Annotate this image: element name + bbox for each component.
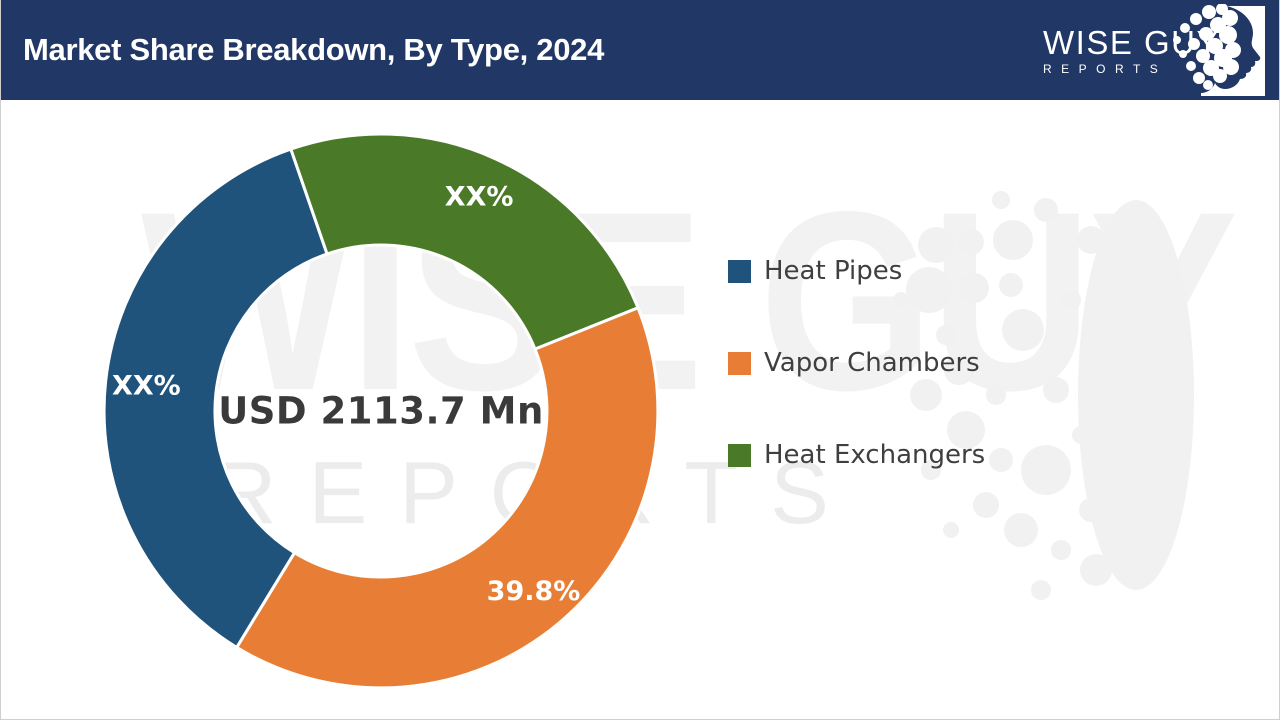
header-bar: Market Share Breakdown, By Type, 2024 WI… xyxy=(1,0,1279,100)
segment-label-heat-exchangers: XX% xyxy=(445,181,514,212)
watermark-face-dots xyxy=(893,191,1194,600)
page-title: Market Share Breakdown, By Type, 2024 xyxy=(23,32,605,67)
face-profile-icon xyxy=(1173,4,1265,96)
legend-item-heat-exchangers: Heat Exchangers xyxy=(728,440,985,470)
chart-legend: Heat Pipes Vapor Chambers Heat Exchanger… xyxy=(728,256,985,532)
legend-item-heat-pipes: Heat Pipes xyxy=(728,256,985,286)
legend-swatch-heat-exchangers xyxy=(728,443,751,467)
brand-logo: WISE GUY REPORTS xyxy=(1015,4,1265,96)
legend-label-heat-exchangers: Heat Exchangers xyxy=(764,440,986,470)
brand-subname: REPORTS xyxy=(1043,62,1168,76)
donut-segment-heat-exchangers xyxy=(289,132,640,351)
chart-area: WISE GUY REPORTS XX%39.8%X xyxy=(1,100,1279,719)
segment-label-vapor-chambers: 39.8% xyxy=(487,576,581,607)
legend-label-vapor-chambers: Vapor Chambers xyxy=(764,348,980,378)
legend-swatch-vapor-chambers xyxy=(728,351,751,375)
legend-item-vapor-chambers: Vapor Chambers xyxy=(728,348,985,378)
legend-label-heat-pipes: Heat Pipes xyxy=(764,256,903,286)
legend-swatch-heat-pipes xyxy=(728,259,751,283)
donut-segment-heat-pipes xyxy=(102,147,329,649)
donut-center-value: USD 2113.7 Mn xyxy=(218,389,544,433)
donut-segment-vapor-chambers xyxy=(235,306,660,690)
segment-label-heat-pipes: XX% xyxy=(112,371,181,402)
donut-chart: XX% 39.8% XX% xyxy=(102,132,660,690)
